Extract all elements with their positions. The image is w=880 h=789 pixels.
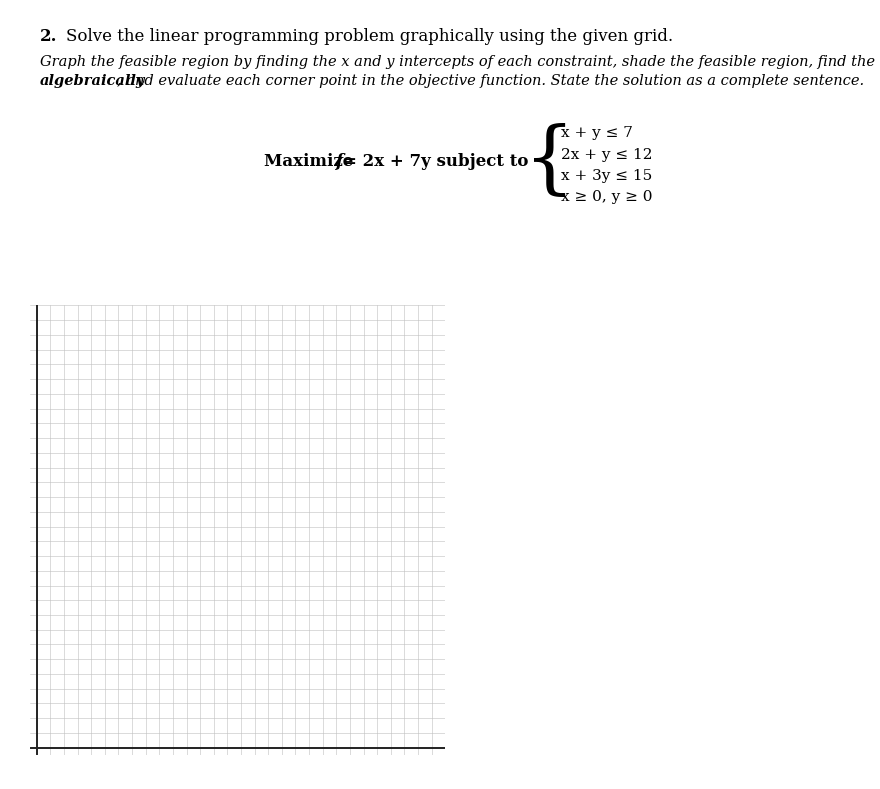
- Text: Maximize: Maximize: [264, 153, 359, 170]
- Text: x + 3y ≤ 15: x + 3y ≤ 15: [561, 169, 652, 183]
- Text: 2.: 2.: [40, 28, 57, 46]
- Text: x + y ≤ 7: x + y ≤ 7: [561, 126, 633, 140]
- Text: algebraically: algebraically: [40, 74, 145, 88]
- Text: , and evaluate each corner point in the objective function. State the solution a: , and evaluate each corner point in the …: [117, 74, 864, 88]
- Text: 2x + y ≤ 12: 2x + y ≤ 12: [561, 148, 652, 162]
- Text: x ≥ 0, y ≥ 0: x ≥ 0, y ≥ 0: [561, 190, 652, 204]
- Text: Graph the feasible region by finding the x and y intercepts of each constraint, : Graph the feasible region by finding the…: [40, 55, 880, 69]
- Text: {: {: [524, 123, 575, 200]
- Text: Solve the linear programming problem graphically using the given grid.: Solve the linear programming problem gra…: [66, 28, 673, 46]
- Text: = 2x + 7y subject to: = 2x + 7y subject to: [343, 153, 529, 170]
- Text: f: f: [336, 153, 343, 170]
